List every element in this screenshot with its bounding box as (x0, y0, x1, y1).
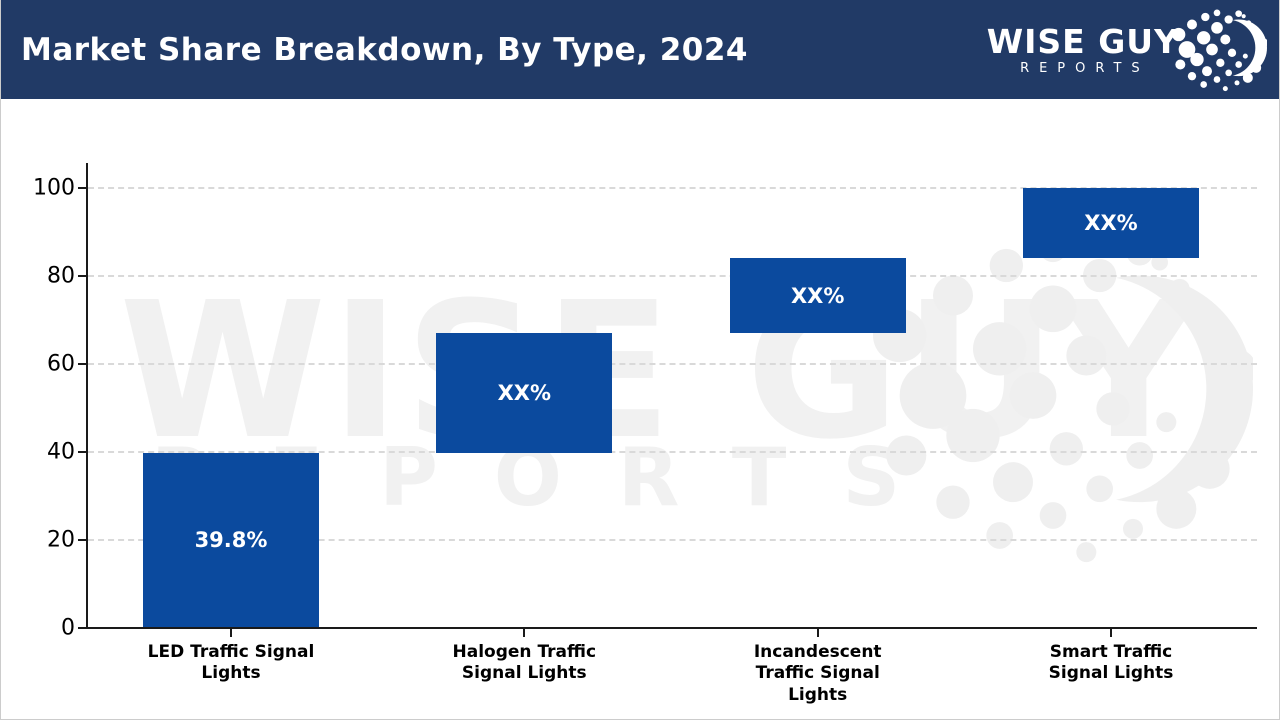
y-tick-mark-100 (78, 187, 86, 189)
y-tick-mark-80 (78, 275, 86, 277)
logo-text: WISE GUY REPORTS (987, 25, 1179, 75)
x-category-label-2: Incandescent Traffic Signal Lights (753, 642, 882, 705)
y-tick-mark-40 (78, 451, 86, 453)
y-tick-label-60: 60 (47, 351, 75, 377)
y-tick-mark-20 (78, 539, 86, 541)
bar-0: 39.8% (143, 452, 319, 628)
gridline-y-40 (88, 451, 1257, 453)
y-tick-label-0: 0 (61, 615, 75, 641)
x-category-label-3: Smart Traffic Signal Lights (1048, 642, 1174, 684)
x-tick-mark-0 (230, 629, 232, 637)
x-tick-mark-1 (523, 629, 526, 637)
header: Market Share Breakdown, By Type, 2024 WI… (1, 0, 1279, 99)
dotted-head-profile-icon (1172, 9, 1267, 92)
watermark-wise-guy: WISE GUY (119, 262, 1201, 481)
bar-1: XX% (436, 333, 613, 453)
gridline-y-60 (88, 363, 1257, 365)
gridline-y-80 (88, 275, 1257, 277)
y-tick-label-40: 40 (47, 439, 75, 465)
logo-wise-guy-label: WISE GUY (986, 21, 1179, 61)
x-category-label-0: LED Traffic Signal Lights (147, 642, 315, 684)
bar-3: XX% (1023, 188, 1199, 259)
bar-value-label: 39.8% (194, 528, 268, 553)
y-tick-label-80: 80 (47, 263, 75, 289)
y-tick-mark-0 (78, 627, 86, 629)
bar-value-label: XX% (497, 381, 552, 406)
page-title: Market Share Breakdown, By Type, 2024 (21, 31, 749, 68)
bar-value-label: XX% (1084, 211, 1138, 236)
x-category-label-1: Halogen Traffic Signal Lights (452, 642, 597, 684)
bar-value-label: XX% (790, 283, 845, 308)
gridline-y-100 (88, 187, 1257, 189)
y-axis-line (86, 163, 88, 629)
bar-2: XX% (729, 258, 906, 334)
logo: WISE GUY REPORTS (987, 6, 1279, 93)
y-tick-label-20: 20 (47, 527, 75, 553)
y-tick-mark-60 (78, 363, 86, 365)
logo-reports-label: REPORTS (1020, 60, 1150, 76)
y-tick-label-100: 100 (33, 175, 75, 201)
x-tick-mark-3 (1110, 629, 1112, 637)
gridline-y-20 (88, 539, 1257, 541)
x-axis-line (86, 627, 1257, 629)
x-tick-mark-2 (816, 629, 819, 637)
